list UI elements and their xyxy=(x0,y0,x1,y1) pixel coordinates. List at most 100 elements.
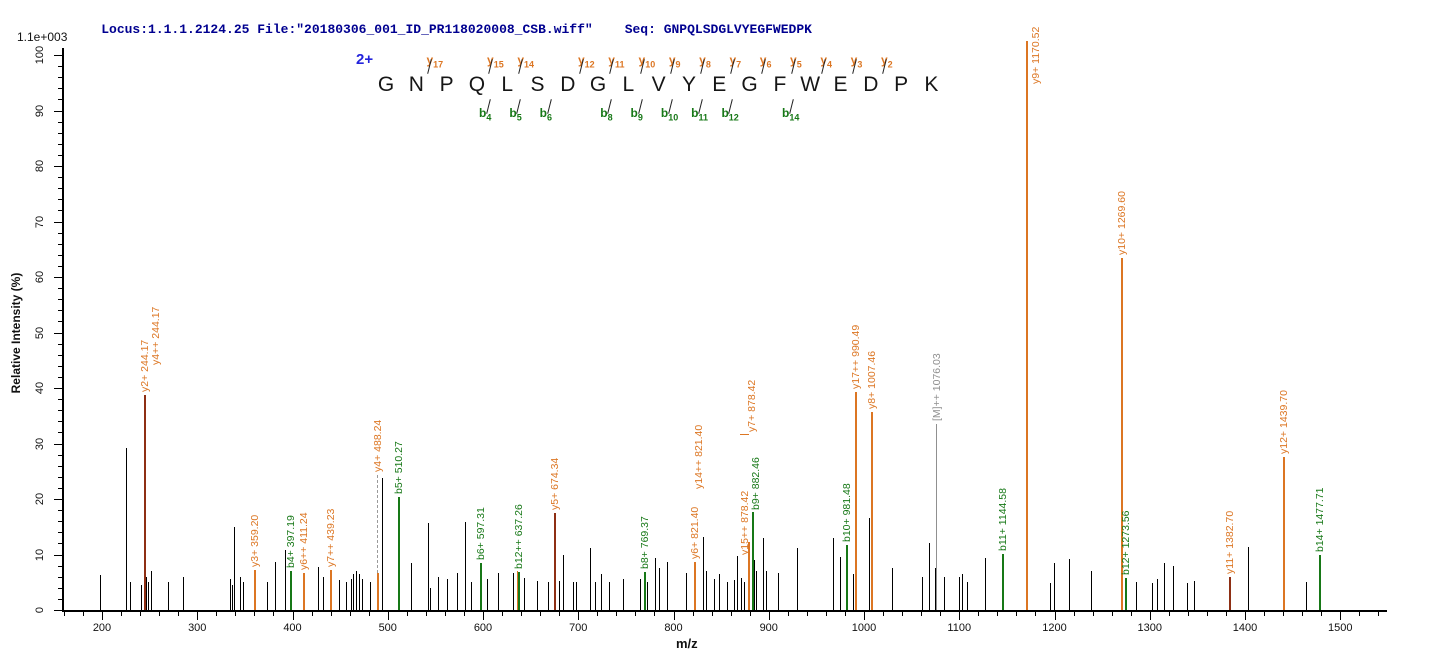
x-minor-tick xyxy=(559,612,561,616)
peak xyxy=(1193,581,1195,610)
peak-label: b8+ 769.37 xyxy=(639,516,652,570)
peak xyxy=(1164,562,1166,610)
residue: Q xyxy=(468,73,486,96)
peak xyxy=(150,571,152,610)
peak xyxy=(719,573,721,610)
y-minor-tick xyxy=(58,154,62,156)
x-tick-label: 1400 xyxy=(1232,622,1258,634)
peak-label: y4++ 244.17 xyxy=(150,306,163,365)
x-minor-tick xyxy=(597,612,599,616)
peak xyxy=(741,577,743,610)
peak-label: b14+ 1477.71 xyxy=(1314,487,1327,553)
x-axis-line xyxy=(62,610,1387,612)
y-minor-tick xyxy=(58,365,62,367)
y-major-tick xyxy=(54,277,62,278)
y-minor-tick xyxy=(58,543,62,545)
x-major-tick xyxy=(959,612,961,620)
peak xyxy=(284,550,286,610)
peak xyxy=(553,512,556,610)
x-minor-tick xyxy=(616,612,618,616)
peak xyxy=(755,571,757,610)
y-major-tick xyxy=(54,110,62,112)
peak xyxy=(748,541,751,610)
peak xyxy=(559,581,561,610)
locus-file-text: Locus:1.1.1.2124.25 File:"20180306_001_I… xyxy=(101,22,593,37)
peak xyxy=(513,573,515,610)
y-minor-tick xyxy=(58,88,62,90)
peak xyxy=(1228,576,1231,610)
x-major-tick xyxy=(483,612,484,620)
y-major-tick xyxy=(54,332,62,334)
peak xyxy=(537,581,539,610)
y-ion-marker: y6 xyxy=(759,53,772,70)
y-minor-tick xyxy=(58,254,62,256)
peak xyxy=(329,570,332,610)
y-minor-tick xyxy=(58,465,62,467)
b-ion-marker: b5 xyxy=(509,106,522,123)
peak xyxy=(871,411,874,610)
x-minor-tick xyxy=(1187,612,1189,616)
x-tick-label: 1500 xyxy=(1328,622,1353,634)
charge-state-label: 2+ xyxy=(356,51,374,68)
y-axis-title: Relative Intensity (%) xyxy=(9,272,23,394)
peak xyxy=(1172,566,1174,610)
peak xyxy=(752,512,755,610)
residue: L xyxy=(622,73,635,96)
x-minor-tick xyxy=(540,612,542,616)
x-minor-tick xyxy=(216,612,218,616)
peak xyxy=(231,585,233,610)
x-tick-label: 800 xyxy=(664,622,683,634)
peak xyxy=(253,570,256,610)
y-minor-tick xyxy=(58,432,62,434)
y-minor-tick xyxy=(58,376,62,378)
x-minor-tick xyxy=(692,612,694,616)
y-minor-tick xyxy=(58,143,62,145)
peak xyxy=(1049,583,1051,610)
peak xyxy=(595,582,597,610)
y-minor-tick xyxy=(58,243,62,245)
y-major-tick xyxy=(54,554,62,556)
y-minor-tick xyxy=(58,177,62,179)
peak xyxy=(240,576,242,610)
peak xyxy=(359,573,361,610)
y-ion-marker: y10 xyxy=(638,53,656,70)
peak xyxy=(147,582,149,610)
peak xyxy=(318,567,320,610)
x-tick-label: 600 xyxy=(473,622,493,634)
peak xyxy=(1120,258,1123,610)
peak xyxy=(936,424,938,610)
peak xyxy=(126,447,127,610)
x-major-tick xyxy=(864,612,865,620)
x-major-tick xyxy=(197,612,199,620)
y-minor-tick xyxy=(58,121,62,123)
x-minor-tick xyxy=(1206,612,1208,616)
y-minor-tick xyxy=(58,587,62,589)
peak xyxy=(1305,581,1307,610)
peak xyxy=(356,571,358,610)
y-major-tick xyxy=(54,610,62,611)
y-minor-tick xyxy=(58,265,62,267)
peak xyxy=(840,556,842,610)
x-minor-tick xyxy=(1302,612,1304,616)
peak-label: b10+ 981.48 xyxy=(841,483,854,543)
residue: G xyxy=(589,73,607,96)
y-tick-label: 50 xyxy=(34,326,46,339)
x-minor-tick xyxy=(1225,612,1227,616)
x-tick-label: 300 xyxy=(188,622,207,634)
peak xyxy=(763,537,765,610)
peak xyxy=(410,563,412,610)
x-minor-tick xyxy=(1016,612,1018,616)
residue: F xyxy=(773,73,787,96)
peak-leader-dash xyxy=(740,433,750,435)
peak xyxy=(640,579,642,610)
b-ion-marker: b12 xyxy=(721,106,739,123)
y-minor-tick xyxy=(58,532,62,534)
x-minor-tick xyxy=(711,612,713,616)
peak xyxy=(966,582,968,610)
peak xyxy=(516,571,518,610)
b-ion-marker: b4 xyxy=(479,106,492,123)
y-tick-label: 100 xyxy=(34,45,46,65)
peak xyxy=(1247,546,1249,610)
peak-label: [M]++ 1076.03 xyxy=(931,353,944,422)
